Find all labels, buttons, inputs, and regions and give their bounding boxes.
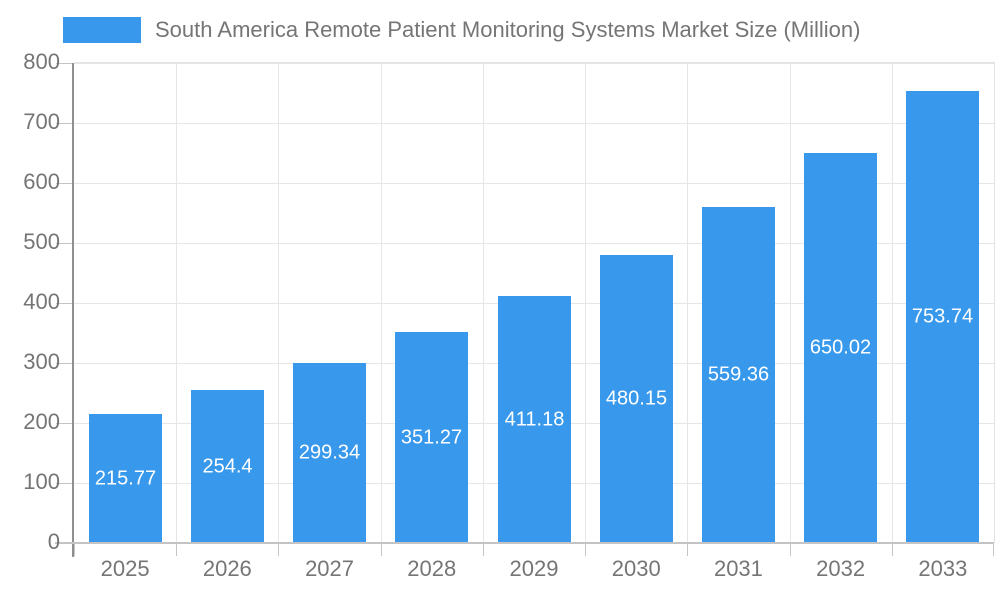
- x-axis-line: [55, 542, 994, 544]
- x-tick-label-2027: 2027: [305, 556, 355, 581]
- bar-value-label: 650.02: [809, 336, 872, 359]
- bar-value-label: 559.36: [707, 363, 770, 386]
- x-axis-tick: [585, 543, 586, 556]
- h-gridline: [74, 63, 994, 64]
- x-tick-label-2030: 2030: [611, 556, 661, 581]
- y-axis-line: [72, 63, 74, 557]
- bar-value-label: 480.15: [605, 387, 668, 410]
- x-axis-tick: [278, 543, 279, 556]
- y-axis-tick: [56, 303, 72, 304]
- v-gridline: [585, 63, 586, 543]
- v-gridline: [176, 63, 177, 543]
- x-tick-label-2031: 2031: [713, 556, 763, 581]
- y-tick-label-0: 0: [47, 529, 60, 554]
- bar-value-label: 411.18: [504, 408, 565, 430]
- y-axis-tick: [56, 243, 72, 244]
- x-tick-label-2033: 2033: [918, 556, 968, 581]
- bar-value-label: 351.27: [400, 426, 463, 448]
- bar-value-label: 215.77: [94, 467, 157, 489]
- h-gridline: [74, 243, 994, 244]
- bar-2033[interactable]: 753.74: [906, 91, 979, 543]
- v-gridline: [483, 63, 484, 543]
- x-axis-tick: [381, 543, 382, 556]
- bar-2030[interactable]: 480.15: [600, 255, 673, 543]
- legend-swatch-icon: [63, 17, 141, 43]
- bar-2025[interactable]: 215.77: [89, 414, 162, 543]
- legend-label: South America Remote Patient Monitoring …: [155, 17, 861, 42]
- h-gridline: [74, 183, 994, 184]
- bar-2029[interactable]: 411.18: [498, 296, 571, 543]
- y-tick-label-700: 700: [23, 109, 60, 134]
- y-axis-tick: [56, 423, 72, 424]
- y-axis-tick: [56, 183, 72, 184]
- bar-value-label: 254.4: [202, 455, 253, 477]
- x-tick-label-2032: 2032: [816, 556, 866, 581]
- x-tick-label-2029: 2029: [509, 556, 559, 581]
- x-tick-label-2025: 2025: [100, 556, 150, 581]
- y-axis-tick: [56, 63, 72, 64]
- x-axis-tick: [892, 543, 893, 556]
- x-axis-tick: [687, 543, 688, 556]
- y-axis-tick: [56, 483, 72, 484]
- y-axis-tick: [56, 363, 72, 364]
- y-tick-label-500: 500: [23, 229, 60, 254]
- y-tick-label-200: 200: [23, 409, 60, 434]
- bar-value-label: 753.74: [911, 305, 974, 328]
- x-axis-tick: [790, 543, 791, 556]
- y-tick-label-300: 300: [23, 349, 60, 374]
- y-tick-label-600: 600: [23, 169, 60, 194]
- chart-legend[interactable]: South America Remote Patient Monitoring …: [63, 17, 860, 43]
- v-gridline: [892, 63, 893, 543]
- bar-2028[interactable]: 351.27: [395, 332, 468, 543]
- v-gridline: [381, 63, 382, 543]
- y-axis-tick: [56, 123, 72, 124]
- y-tick-label-800: 800: [23, 49, 60, 74]
- x-axis-tick: [176, 543, 177, 556]
- x-tick-label-2028: 2028: [407, 556, 457, 581]
- h-gridline: [74, 123, 994, 124]
- plot-area: 215.77 254.4 299.34 351.27 411.18 480.15 559.3…: [55, 62, 995, 557]
- v-gridline: [790, 63, 791, 543]
- y-tick-label-400: 400: [23, 289, 60, 314]
- v-gridline: [278, 63, 279, 543]
- bar-2032[interactable]: 650.02: [804, 153, 877, 543]
- x-tick-label-2026: 2026: [202, 556, 252, 581]
- bar-2031[interactable]: 559.36: [702, 207, 775, 543]
- y-tick-label-100: 100: [23, 469, 60, 494]
- bar-2026[interactable]: 254.4: [191, 390, 264, 543]
- x-axis-tick: [993, 543, 994, 556]
- x-axis-tick: [483, 543, 484, 556]
- v-gridline: [687, 63, 688, 543]
- bar-value-label: 299.34: [298, 441, 361, 464]
- x-axis-tick: [74, 543, 75, 556]
- bar-2027[interactable]: 299.34: [293, 363, 366, 543]
